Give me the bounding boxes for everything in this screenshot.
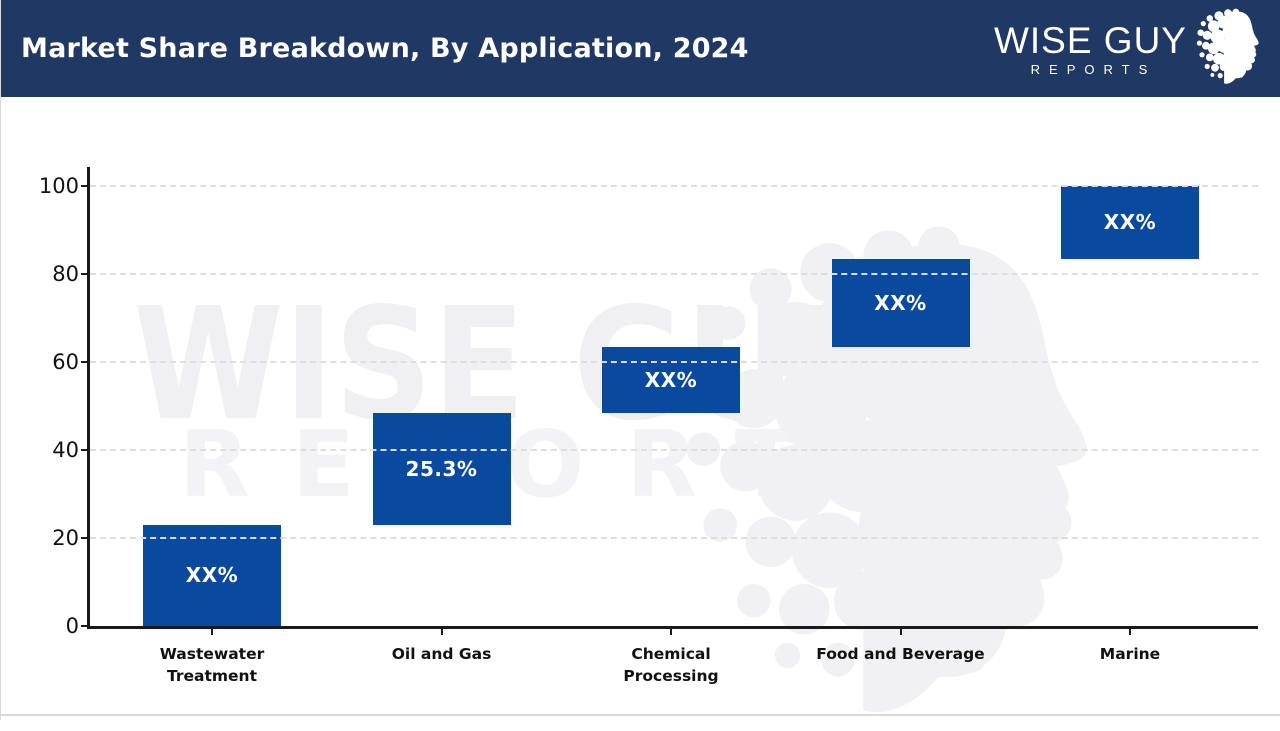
x-tick-mark	[899, 628, 902, 635]
y-tick-mark	[81, 361, 89, 363]
x-tick-label: Wastewater Treatment	[159, 645, 265, 685]
y-tick-mark	[81, 273, 89, 275]
x-tick-mark	[440, 628, 443, 635]
y-tick-label: 20	[52, 526, 79, 550]
bar-value-label: 25.3%	[405, 457, 478, 482]
x-axis-spine	[87, 626, 1258, 629]
gridline	[90, 449, 1258, 451]
logo-brand-sub: REPORTS	[1030, 62, 1157, 77]
x-tick-mark	[670, 628, 672, 635]
wiseguy-head-icon	[1191, 8, 1265, 90]
x-tick-label: Oil and Gas	[391, 645, 492, 663]
bar: XX%	[1061, 186, 1199, 259]
gridline	[90, 361, 1258, 363]
header-bar: Market Share Breakdown, By Application, …	[1, 0, 1280, 97]
bar-value-label: XX%	[1103, 210, 1157, 235]
bar-value-label: XX%	[644, 368, 698, 393]
x-tick-label: Chemical Processing	[623, 645, 719, 685]
bar-value-label: XX%	[874, 290, 927, 315]
gridline	[90, 273, 1258, 275]
chart-area: WISE GUY REPORTS	[1, 97, 1280, 720]
x-tick-label: Food and Beverage	[816, 645, 985, 663]
bar-value-label: XX%	[185, 563, 239, 588]
x-tick-mark	[1129, 628, 1131, 635]
y-tick-label: 100	[38, 174, 79, 198]
y-tick-label: 40	[52, 438, 79, 462]
y-tick-label: 80	[52, 262, 79, 286]
watermark-head-icon	[616, 222, 1161, 731]
y-tick-mark	[81, 537, 89, 539]
logo-brand-name: WISE GUY	[993, 20, 1187, 61]
bar: XX%	[143, 524, 281, 626]
bar: XX%	[831, 258, 970, 347]
y-tick-mark	[81, 449, 89, 451]
wiseguy-logo: WISE GUY REPORTS	[994, 8, 1265, 90]
wiseguy-logo-text: WISE GUY REPORTS	[994, 22, 1187, 76]
x-tick-label: Marine	[1099, 645, 1161, 663]
y-tick-label: 60	[52, 350, 79, 374]
y-tick-mark	[81, 185, 89, 187]
y-tick-label: 0	[65, 614, 79, 638]
page-title: Market Share Breakdown, By Application, …	[21, 33, 749, 64]
y-axis-spine	[87, 167, 90, 629]
bar: 25.3%	[372, 413, 511, 525]
bottom-rule	[1, 714, 1280, 716]
x-tick-mark	[211, 628, 213, 635]
gridline	[90, 185, 1258, 187]
bar: XX%	[602, 346, 740, 414]
y-tick-mark	[81, 625, 89, 627]
gridline	[90, 537, 1258, 539]
